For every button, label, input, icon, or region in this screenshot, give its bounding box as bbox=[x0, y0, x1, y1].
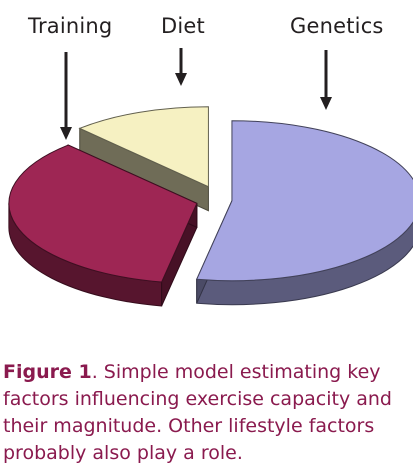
caption-text: . Simple model estimating key factors in… bbox=[3, 361, 392, 464]
slice-training bbox=[8, 144, 198, 283]
arrow-genetics-head bbox=[320, 97, 332, 110]
figure-number: Figure 1 bbox=[3, 361, 92, 383]
label-training: Training bbox=[28, 14, 113, 38]
slice-genetics bbox=[195, 120, 413, 282]
label-diet: Diet bbox=[161, 14, 205, 38]
figure: Training Diet Genetics Figure 1. Simple … bbox=[3, 14, 413, 464]
pie-chart: Training Diet Genetics bbox=[8, 14, 413, 307]
arrow-training-head bbox=[60, 127, 72, 140]
slice-diet bbox=[78, 106, 209, 188]
arrow-diet-head bbox=[175, 73, 187, 86]
figure-caption: Figure 1. Simple model estimating key fa… bbox=[3, 359, 409, 467]
label-genetics: Genetics bbox=[290, 14, 384, 38]
pie-chart-svg bbox=[8, 48, 413, 307]
